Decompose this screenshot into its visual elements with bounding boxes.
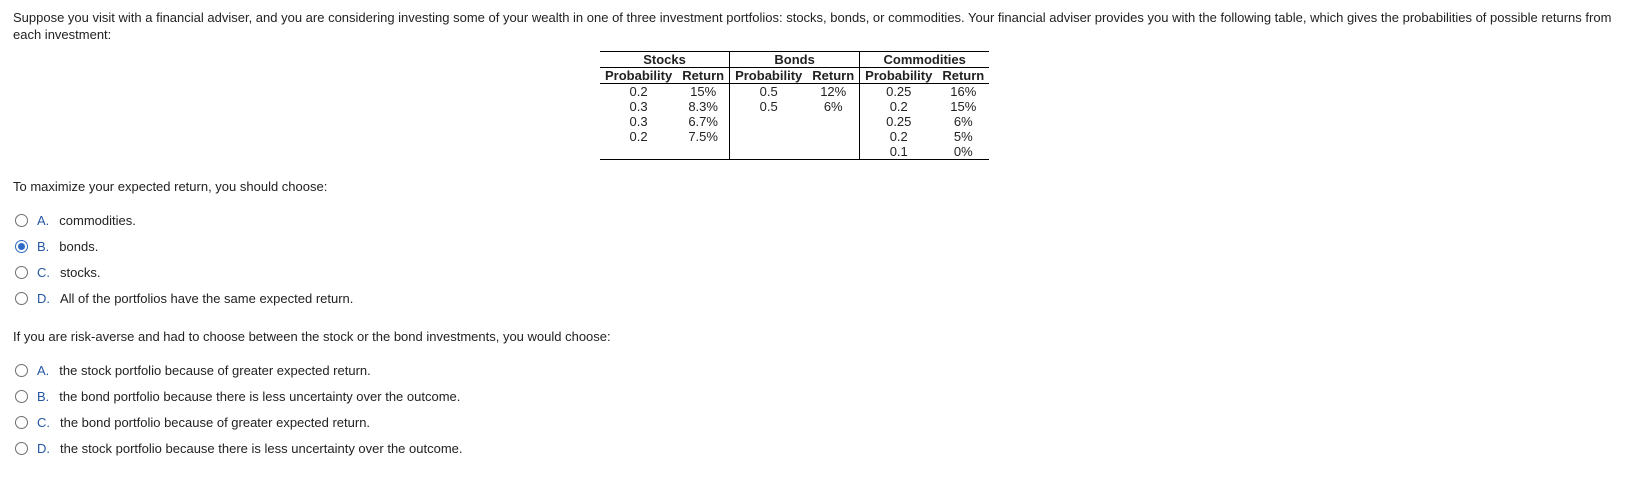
table-cell: 6.7%: [688, 114, 718, 129]
table-cell: 16%: [950, 84, 977, 99]
option-letter: D.: [37, 290, 50, 306]
option-text: the stock portfolio because of greater e…: [59, 362, 371, 378]
table-cell: 12%: [820, 84, 847, 99]
option-letter: A.: [37, 362, 50, 378]
table-cell: 0.3: [629, 99, 648, 114]
table-cell: 8.3%: [688, 99, 718, 114]
table-cell: 0.3: [629, 114, 648, 129]
table-cell: 0%: [937, 144, 990, 160]
radio-q1-b[interactable]: [15, 239, 28, 253]
option-letter: C.: [37, 414, 50, 430]
returns-table: Stocks Bonds Commodities Probability Ret…: [600, 51, 990, 160]
col-group-stocks: Stocks: [600, 51, 730, 68]
col-header-commodities-probability: Probability: [859, 67, 938, 84]
option-text: the bond portfolio because there is less…: [59, 388, 461, 404]
table-row: 0.1 0%: [600, 144, 990, 160]
col-header-stocks-return: Return: [677, 67, 730, 84]
table-cell: 0.2: [629, 129, 648, 144]
col-header-bonds-probability: Probability: [729, 67, 808, 84]
question1-options: A. commodities. B. bonds. C. stocks. D. …: [15, 212, 353, 306]
option-letter: D.: [37, 440, 50, 456]
q1-option-a[interactable]: A. commodities.: [15, 212, 353, 228]
table-cell: 0.5: [729, 99, 808, 114]
option-text: the stock portfolio because there is les…: [60, 440, 463, 456]
table-cell: [807, 144, 860, 160]
table-group-header-row: Stocks Bonds Commodities: [600, 51, 990, 68]
question2-options: A. the stock portfolio because of greate…: [15, 362, 463, 456]
option-text: the bond portfolio because of greater ex…: [60, 414, 371, 430]
radio-q2-d[interactable]: [15, 441, 28, 455]
question-intro: Suppose you visit with a financial advis…: [13, 10, 1612, 42]
question1-prompt: To maximize your expected return, you sh…: [13, 179, 328, 194]
table-cell: 5%: [953, 129, 973, 144]
table-cell: [600, 144, 678, 160]
table-cell: [729, 129, 808, 144]
table-row: 0.3 8.3% 0.5 6% 0.2 15%: [600, 99, 989, 114]
radio-q2-a[interactable]: [15, 363, 28, 377]
table-row: 0.2 15% 0.5 12% 0.25 16%: [600, 83, 989, 99]
table-row: 0.2 7.5% 0.2 5%: [600, 129, 989, 144]
table-cell: [677, 144, 730, 160]
q2-option-c[interactable]: C. the bond portfolio because of greater…: [15, 414, 463, 430]
table-cell: 0.1: [859, 144, 938, 160]
col-header-stocks-probability: Probability: [600, 67, 678, 84]
table-cell: [807, 114, 859, 129]
table-cell: 0.25: [859, 114, 938, 129]
option-letter: B.: [37, 238, 50, 254]
table-cell: 15%: [950, 99, 977, 114]
table-subheader-row: Probability Return Probability Return Pr…: [600, 67, 990, 84]
table-cell: 0.2: [859, 99, 938, 114]
table-cell: 6%: [953, 114, 973, 129]
table-row: 0.3 6.7% 0.25 6%: [600, 114, 989, 129]
col-group-bonds: Bonds: [729, 51, 860, 68]
q1-option-c[interactable]: C. stocks.: [15, 264, 353, 280]
col-group-commodities: Commodities: [859, 51, 990, 68]
table-cell: 0.2: [629, 84, 648, 99]
q2-option-b[interactable]: B. the bond portfolio because there is l…: [15, 388, 463, 404]
table-cell: 6%: [823, 99, 843, 114]
option-letter: A.: [37, 212, 50, 228]
q2-option-d[interactable]: D. the stock portfolio because there is …: [15, 440, 463, 456]
option-text: commodities.: [59, 212, 136, 228]
col-header-commodities-return: Return: [937, 67, 990, 84]
table-cell: 7.5%: [688, 129, 718, 144]
table-cell: [729, 144, 808, 160]
table-cell: 0.2: [859, 129, 938, 144]
table-cell: 15%: [690, 84, 717, 99]
question2-prompt: If you are risk-averse and had to choose…: [13, 329, 611, 344]
table-cell: [807, 129, 859, 144]
q1-option-b[interactable]: B. bonds.: [15, 238, 353, 254]
returns-table-container: Stocks Bonds Commodities Probability Ret…: [600, 51, 990, 160]
option-text: bonds.: [59, 238, 99, 254]
option-text: All of the portfolios have the same expe…: [60, 290, 354, 306]
table-cell: 0.5: [729, 83, 808, 99]
option-text: stocks.: [60, 264, 101, 280]
q1-option-d[interactable]: D. All of the portfolios have the same e…: [15, 290, 353, 306]
table-cell: [729, 114, 808, 129]
q2-option-a[interactable]: A. the stock portfolio because of greate…: [15, 362, 463, 378]
radio-q1-a[interactable]: [15, 213, 28, 227]
option-letter: C.: [37, 264, 50, 280]
radio-q2-b[interactable]: [15, 389, 28, 403]
col-header-bonds-return: Return: [807, 67, 860, 84]
radio-q1-d[interactable]: [15, 291, 28, 305]
option-letter: B.: [37, 388, 50, 404]
table-cell: 0.25: [859, 83, 938, 99]
radio-q2-c[interactable]: [15, 415, 28, 429]
radio-q1-c[interactable]: [15, 265, 28, 279]
